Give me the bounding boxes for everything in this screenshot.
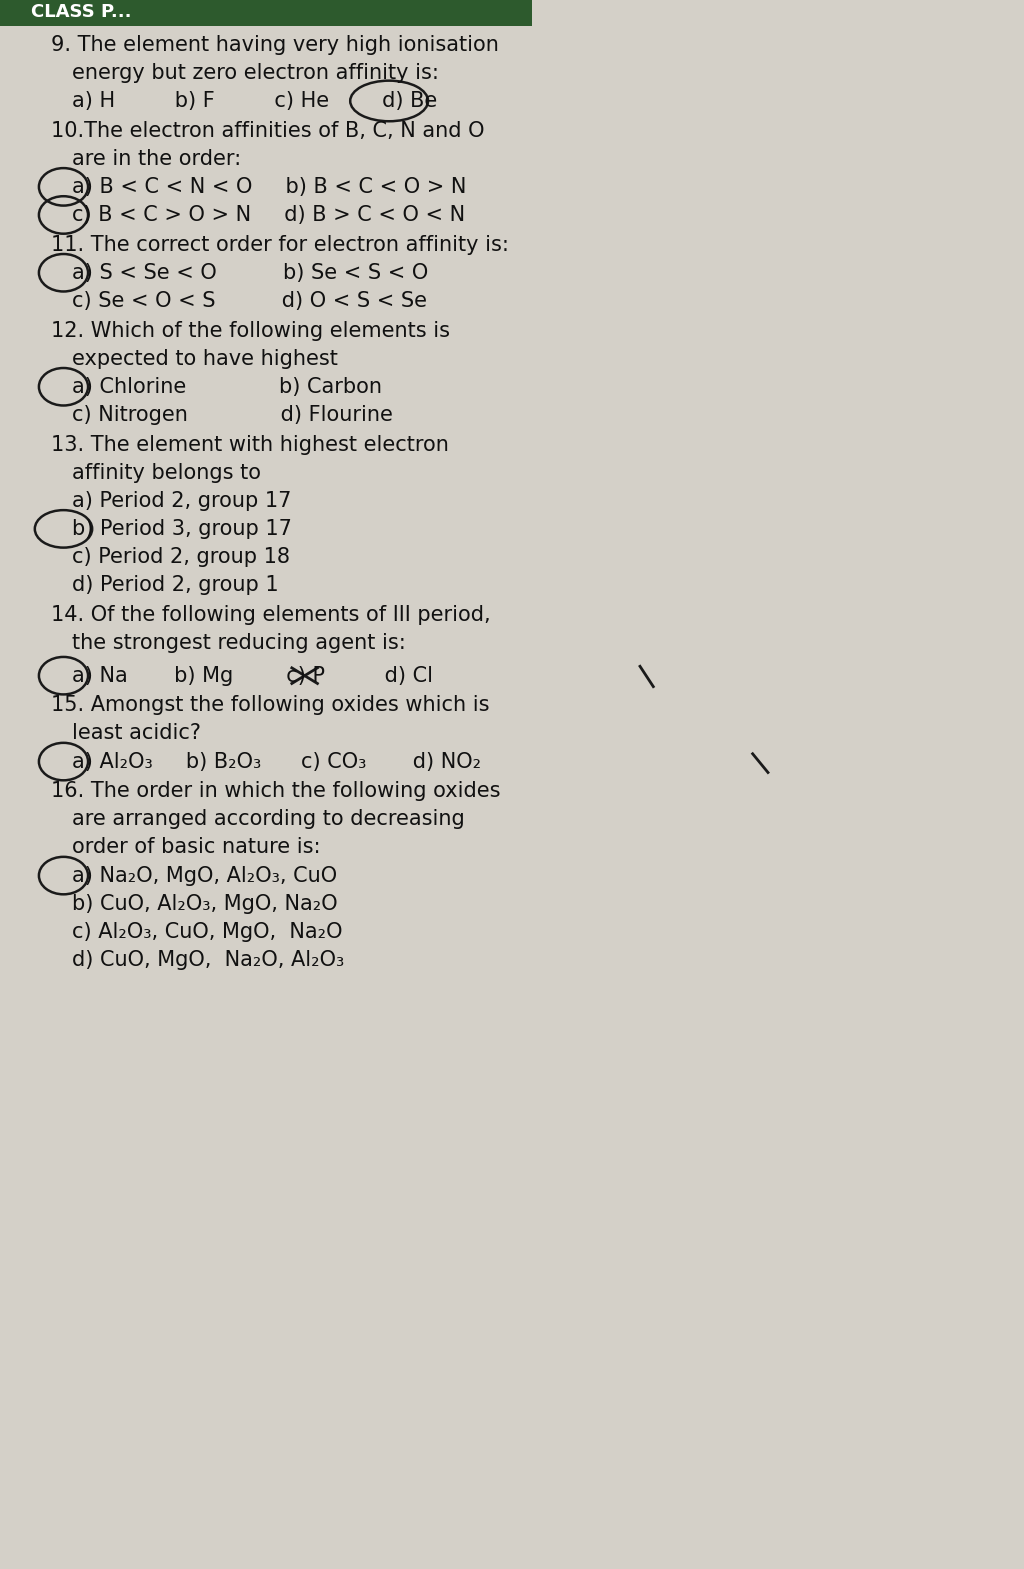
- Text: a) Al₂O₃     b) B₂O₃      c) CO₃       d) NO₂: a) Al₂O₃ b) B₂O₃ c) CO₃ d) NO₂: [72, 752, 481, 772]
- Text: a) B < C < N < O     b) B < C < O > N: a) B < C < N < O b) B < C < O > N: [72, 177, 466, 196]
- Text: 10.The electron affinities of B, C, N and O: 10.The electron affinities of B, C, N an…: [51, 121, 484, 141]
- Text: the strongest reducing agent is:: the strongest reducing agent is:: [72, 632, 406, 653]
- Text: 16. The order in which the following oxides: 16. The order in which the following oxi…: [51, 781, 501, 802]
- Text: a) Na₂O, MgO, Al₂O₃, CuO: a) Na₂O, MgO, Al₂O₃, CuO: [72, 866, 337, 885]
- Text: order of basic nature is:: order of basic nature is:: [72, 838, 321, 858]
- Text: CLASS P...: CLASS P...: [31, 3, 131, 20]
- Text: c) Al₂O₃, CuO, MgO,  Na₂O: c) Al₂O₃, CuO, MgO, Na₂O: [72, 923, 342, 941]
- Text: 9. The element having very high ionisation: 9. The element having very high ionisati…: [51, 35, 499, 55]
- FancyBboxPatch shape: [0, 0, 532, 27]
- Text: least acidic?: least acidic?: [72, 723, 201, 744]
- Text: a) H         b) F         c) He        d) Be: a) H b) F c) He d) Be: [72, 91, 437, 111]
- Text: a) S < Se < O          b) Se < S < O: a) S < Se < O b) Se < S < O: [72, 262, 428, 282]
- Text: energy but zero electron affinity is:: energy but zero electron affinity is:: [72, 63, 438, 83]
- Text: 12. Which of the following elements is: 12. Which of the following elements is: [51, 320, 451, 340]
- Text: 15. Amongst the following oxides which is: 15. Amongst the following oxides which i…: [51, 695, 489, 715]
- Text: c) Nitrogen              d) Flourine: c) Nitrogen d) Flourine: [72, 405, 392, 425]
- Text: affinity belongs to: affinity belongs to: [72, 463, 261, 483]
- Text: 14. Of the following elements of III period,: 14. Of the following elements of III per…: [51, 604, 490, 624]
- Text: b) Period 3, group 17: b) Period 3, group 17: [72, 519, 292, 538]
- Text: expected to have highest: expected to have highest: [72, 348, 338, 369]
- Text: are in the order:: are in the order:: [72, 149, 241, 169]
- Text: c) Period 2, group 18: c) Period 2, group 18: [72, 548, 290, 566]
- Text: 13. The element with highest electron: 13. The element with highest electron: [51, 435, 450, 455]
- Text: c) Se < O < S          d) O < S < Se: c) Se < O < S d) O < S < Se: [72, 290, 427, 311]
- Text: a) Period 2, group 17: a) Period 2, group 17: [72, 491, 291, 511]
- Text: 11. The correct order for electron affinity is:: 11. The correct order for electron affin…: [51, 235, 509, 254]
- Text: a) Chlorine              b) Carbon: a) Chlorine b) Carbon: [72, 377, 382, 397]
- Text: are arranged according to decreasing: are arranged according to decreasing: [72, 810, 465, 830]
- Text: c) B < C > O > N     d) B > C < O < N: c) B < C > O > N d) B > C < O < N: [72, 206, 465, 224]
- Text: b) CuO, Al₂O₃, MgO, Na₂O: b) CuO, Al₂O₃, MgO, Na₂O: [72, 894, 337, 913]
- Text: d) Period 2, group 1: d) Period 2, group 1: [72, 576, 279, 595]
- Text: d) CuO, MgO,  Na₂O, Al₂O₃: d) CuO, MgO, Na₂O, Al₂O₃: [72, 949, 344, 970]
- Text: a) Na       b) Mg        c) P         d) Cl: a) Na b) Mg c) P d) Cl: [72, 665, 433, 686]
